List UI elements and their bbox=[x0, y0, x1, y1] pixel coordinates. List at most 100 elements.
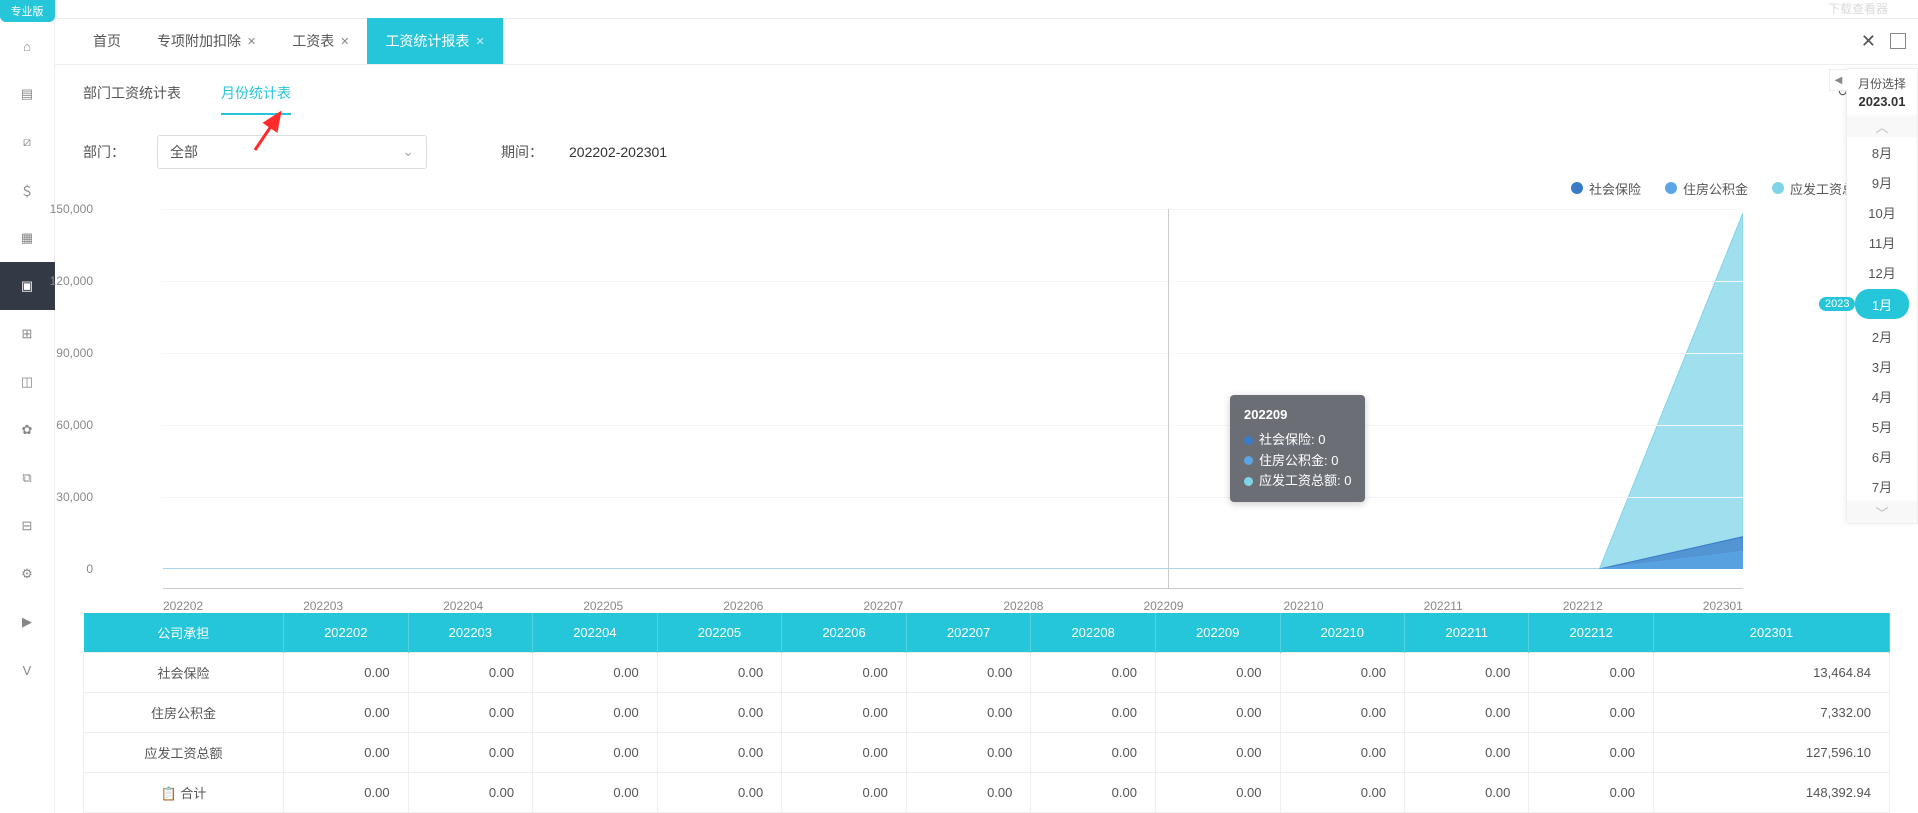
tab-close-icon[interactable]: ✕ bbox=[340, 35, 349, 48]
sidebar: 专业版 ⌂▤⧄＄▦▣⊞◫✿⧉⊟⚙▶V bbox=[0, 0, 55, 813]
table-row: 住房公积金0.000.000.000.000.000.000.000.000.0… bbox=[84, 693, 1890, 733]
sidebar-gear-icon[interactable]: ⚙ bbox=[0, 550, 55, 598]
sidebar-play-icon[interactable]: ▶ bbox=[0, 598, 55, 646]
collapse-panel-icon[interactable]: ◀ bbox=[1829, 69, 1847, 91]
legend-dot bbox=[1772, 182, 1784, 194]
sidebar-v-icon[interactable]: V bbox=[0, 646, 55, 694]
y-tick-label: 0 bbox=[86, 562, 93, 576]
legend-住房公积金[interactable]: 住房公积金 bbox=[1665, 179, 1748, 198]
table-cell: 0.00 bbox=[408, 733, 533, 773]
month-option[interactable]: 3月 bbox=[1847, 351, 1917, 381]
table-cell: 0.00 bbox=[1155, 733, 1280, 773]
sub-tabs: 部门工资统计表月份统计表 ↻ 刷新 bbox=[55, 65, 1918, 115]
table-cell: 7,332.00 bbox=[1653, 693, 1889, 733]
table-cell: 0.00 bbox=[1405, 653, 1529, 693]
sidebar-inbox-icon[interactable]: ⊟ bbox=[0, 502, 55, 550]
month-option[interactable]: 8月 bbox=[1847, 137, 1917, 167]
month-scroll-down[interactable]: ﹀ bbox=[1847, 501, 1917, 523]
month-option[interactable]: 10月 bbox=[1847, 197, 1917, 227]
sidebar-building-icon[interactable]: ▦ bbox=[0, 214, 55, 262]
table-cell: 0.00 bbox=[782, 653, 907, 693]
y-tick-label: 60,000 bbox=[56, 418, 93, 432]
data-table: 公司承担202202202203202204202205202206202207… bbox=[55, 589, 1918, 813]
table-cell: 148,392.94 bbox=[1653, 773, 1889, 813]
table-cell: 0.00 bbox=[284, 733, 409, 773]
y-tick-label: 120,000 bbox=[50, 274, 93, 288]
x-tick-label: 202202 bbox=[163, 599, 203, 613]
legend-社会保险[interactable]: 社会保险 bbox=[1571, 179, 1641, 198]
month-option[interactable]: 11月 bbox=[1847, 227, 1917, 257]
table-cell: 0.00 bbox=[1280, 773, 1405, 813]
subtab-部门工资统计表[interactable]: 部门工资统计表 bbox=[83, 83, 181, 115]
table-cell: 13,464.84 bbox=[1653, 653, 1889, 693]
chart-series-社会保险 bbox=[163, 536, 1743, 568]
table-header: 202204 bbox=[533, 613, 658, 653]
table-cell: 0.00 bbox=[782, 693, 907, 733]
sidebar-doc-icon[interactable]: ▤ bbox=[0, 70, 55, 118]
topbar: 下载查看器 bbox=[55, 0, 1918, 19]
month-option[interactable]: 12月 bbox=[1847, 257, 1917, 287]
tab-close-icon[interactable]: ✕ bbox=[475, 35, 484, 48]
x-tick-label: 202301 bbox=[1703, 599, 1743, 613]
table-cell: 0.00 bbox=[1031, 733, 1156, 773]
month-option[interactable]: 9月 bbox=[1847, 167, 1917, 197]
x-tick-label: 202205 bbox=[583, 599, 623, 613]
tab-close-icon[interactable]: ✕ bbox=[247, 35, 256, 48]
table-cell: 0.00 bbox=[906, 733, 1031, 773]
table-cell: 0.00 bbox=[1280, 733, 1405, 773]
table-cell: 0.00 bbox=[533, 733, 658, 773]
month-option[interactable]: 4月 bbox=[1847, 381, 1917, 411]
table-cell: 0.00 bbox=[1529, 773, 1654, 813]
tab-工资统计报表[interactable]: 工资统计报表✕ bbox=[367, 18, 502, 64]
table-cell: 0.00 bbox=[284, 773, 409, 813]
table-cell: 0.00 bbox=[906, 773, 1031, 813]
table-cell: 0.00 bbox=[1155, 693, 1280, 733]
sidebar-money-icon[interactable]: ＄ bbox=[0, 166, 55, 214]
table-cell: 0.00 bbox=[1280, 693, 1405, 733]
month-scroll-up[interactable]: ︿ bbox=[1847, 115, 1917, 137]
row-label: 应发工资总额 bbox=[84, 733, 284, 773]
table-row: 应发工资总额0.000.000.000.000.000.000.000.000.… bbox=[84, 733, 1890, 773]
x-tick-label: 202211 bbox=[1424, 599, 1463, 613]
tab-专项附加扣除[interactable]: 专项附加扣除✕ bbox=[139, 18, 274, 64]
table-header: 202208 bbox=[1031, 613, 1156, 653]
chart-svg[interactable] bbox=[163, 209, 1743, 569]
table-cell: 0.00 bbox=[1529, 733, 1654, 773]
year-badge: 2023 bbox=[1819, 297, 1855, 311]
sidebar-copy-icon[interactable]: ⧉ bbox=[0, 454, 55, 502]
subtab-月份统计表[interactable]: 月份统计表 bbox=[221, 83, 291, 115]
table-cell: 0.00 bbox=[533, 693, 658, 733]
table-cell: 0.00 bbox=[1529, 693, 1654, 733]
sidebar-dashboard-icon[interactable]: ◫ bbox=[0, 358, 55, 406]
tab-工资表[interactable]: 工资表✕ bbox=[274, 18, 367, 64]
sidebar-template-icon[interactable]: ⊞ bbox=[0, 310, 55, 358]
month-option[interactable]: 2月 bbox=[1847, 321, 1917, 351]
month-option[interactable]: 5月 bbox=[1847, 411, 1917, 441]
month-option[interactable]: 6月 bbox=[1847, 441, 1917, 471]
sidebar-home-icon[interactable]: ⌂ bbox=[0, 22, 55, 70]
table-cell: 0.00 bbox=[782, 773, 907, 813]
sidebar-grid-icon[interactable]: ▣ bbox=[0, 262, 55, 310]
month-option[interactable]: 7月 bbox=[1847, 471, 1917, 501]
month-panel-current: 2023.01 bbox=[1847, 94, 1917, 115]
table-cell: 0.00 bbox=[782, 733, 907, 773]
sidebar-footprint-icon[interactable]: ✿ bbox=[0, 406, 55, 454]
y-tick-label: 30,000 bbox=[56, 490, 93, 504]
table-header: 202211 bbox=[1405, 613, 1529, 653]
fullscreen-icon[interactable] bbox=[1890, 33, 1906, 49]
x-tick-label: 202212 bbox=[1563, 599, 1603, 613]
chart: 社会保险住房公积金应发工资总额 030,00060,00090,000120,0… bbox=[55, 179, 1918, 589]
dept-select[interactable]: 全部 ⌄ bbox=[157, 135, 427, 169]
close-all-tabs-icon[interactable]: ✕ bbox=[1861, 31, 1876, 52]
table-cell: 0.00 bbox=[1529, 653, 1654, 693]
month-option[interactable]: 1月2023 bbox=[1855, 289, 1909, 319]
period-label: 期间： bbox=[501, 142, 543, 162]
tab-首页[interactable]: 首页 bbox=[75, 18, 139, 64]
x-tick-label: 202207 bbox=[863, 599, 903, 613]
table-cell: 0.00 bbox=[1405, 693, 1529, 733]
table-cell: 0.00 bbox=[657, 693, 782, 733]
x-tick-label: 202204 bbox=[443, 599, 483, 613]
chart-series-应发工资总额 bbox=[163, 212, 1743, 568]
x-tick-label: 202203 bbox=[303, 599, 343, 613]
sidebar-chart-icon[interactable]: ⧄ bbox=[0, 118, 55, 166]
